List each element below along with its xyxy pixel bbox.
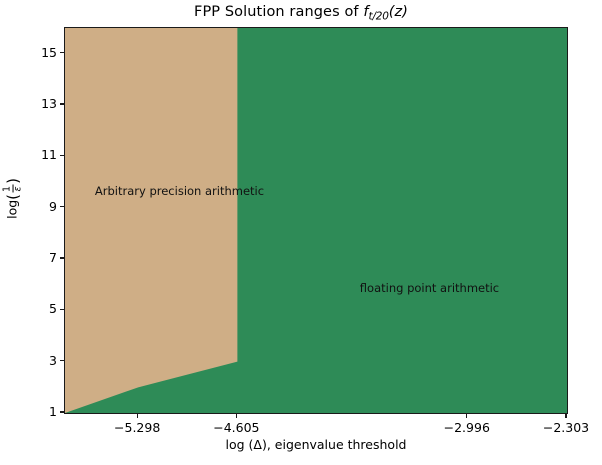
- y-tick-label: 13: [41, 96, 57, 111]
- y-axis-label-open-paren: (: [4, 193, 22, 200]
- y-axis-label-close-paren: ): [4, 178, 22, 184]
- y-tick-label: 7: [49, 250, 57, 265]
- y-tick-label: 1: [49, 404, 57, 419]
- x-axis-label: log (Δ), eigenvalue threshold: [225, 437, 407, 452]
- y-tick-mark: [60, 360, 64, 362]
- y-axis-label-prefix: log: [4, 199, 20, 219]
- arbitrary-precision-region-label: Arbitrary precision arithmetic: [94, 184, 265, 199]
- plot-area: Arbitrary precision arithmetic floating …: [64, 27, 568, 414]
- y-tick-label: 3: [49, 352, 57, 368]
- y-tick-mark: [60, 103, 64, 105]
- floating-point-region: [65, 28, 567, 413]
- y-tick-label: 11: [41, 147, 57, 163]
- chart-title-prefix: FPP Solution ranges of: [194, 4, 364, 20]
- x-tick-mark: [565, 414, 567, 418]
- y-tick-mark: [60, 308, 64, 310]
- chart-title: FPP Solution ranges of ft/20(z): [0, 4, 602, 22]
- y-tick-mark: [60, 257, 64, 259]
- y-axis-label: log(1 ε): [2, 153, 24, 243]
- x-tick-mark: [235, 414, 237, 418]
- x-tick-label: −2.996: [443, 420, 490, 435]
- chart-title-function-symbol: f: [363, 4, 369, 20]
- y-axis-label-denominator: ε: [12, 186, 24, 192]
- floating-point-region-label: floating point arithmetic: [359, 280, 500, 295]
- y-tick-mark: [60, 206, 64, 208]
- y-tick-label: 15: [41, 44, 57, 60]
- x-tick-mark: [466, 414, 468, 418]
- y-tick-mark: [60, 154, 64, 156]
- x-tick-label: −5.298: [114, 420, 161, 435]
- chart-title-function-arg: (z): [388, 4, 408, 20]
- y-tick-label: 5: [49, 301, 57, 317]
- chart-title-function-subscript: t/20: [368, 10, 389, 23]
- x-tick-label: −2.303: [542, 420, 590, 435]
- y-axis-ticks: 1 3 5 7 9 11 13 15: [0, 27, 64, 419]
- region-shapes: [65, 28, 567, 413]
- y-tick-mark: [60, 52, 64, 54]
- y-tick-label: 9: [49, 198, 57, 214]
- y-tick-mark: [60, 411, 64, 413]
- x-tick-label: −4.605: [213, 420, 260, 435]
- x-tick-mark: [136, 414, 138, 418]
- x-axis-ticks: −5.298 −4.605 −2.996 −2.303: [64, 414, 589, 454]
